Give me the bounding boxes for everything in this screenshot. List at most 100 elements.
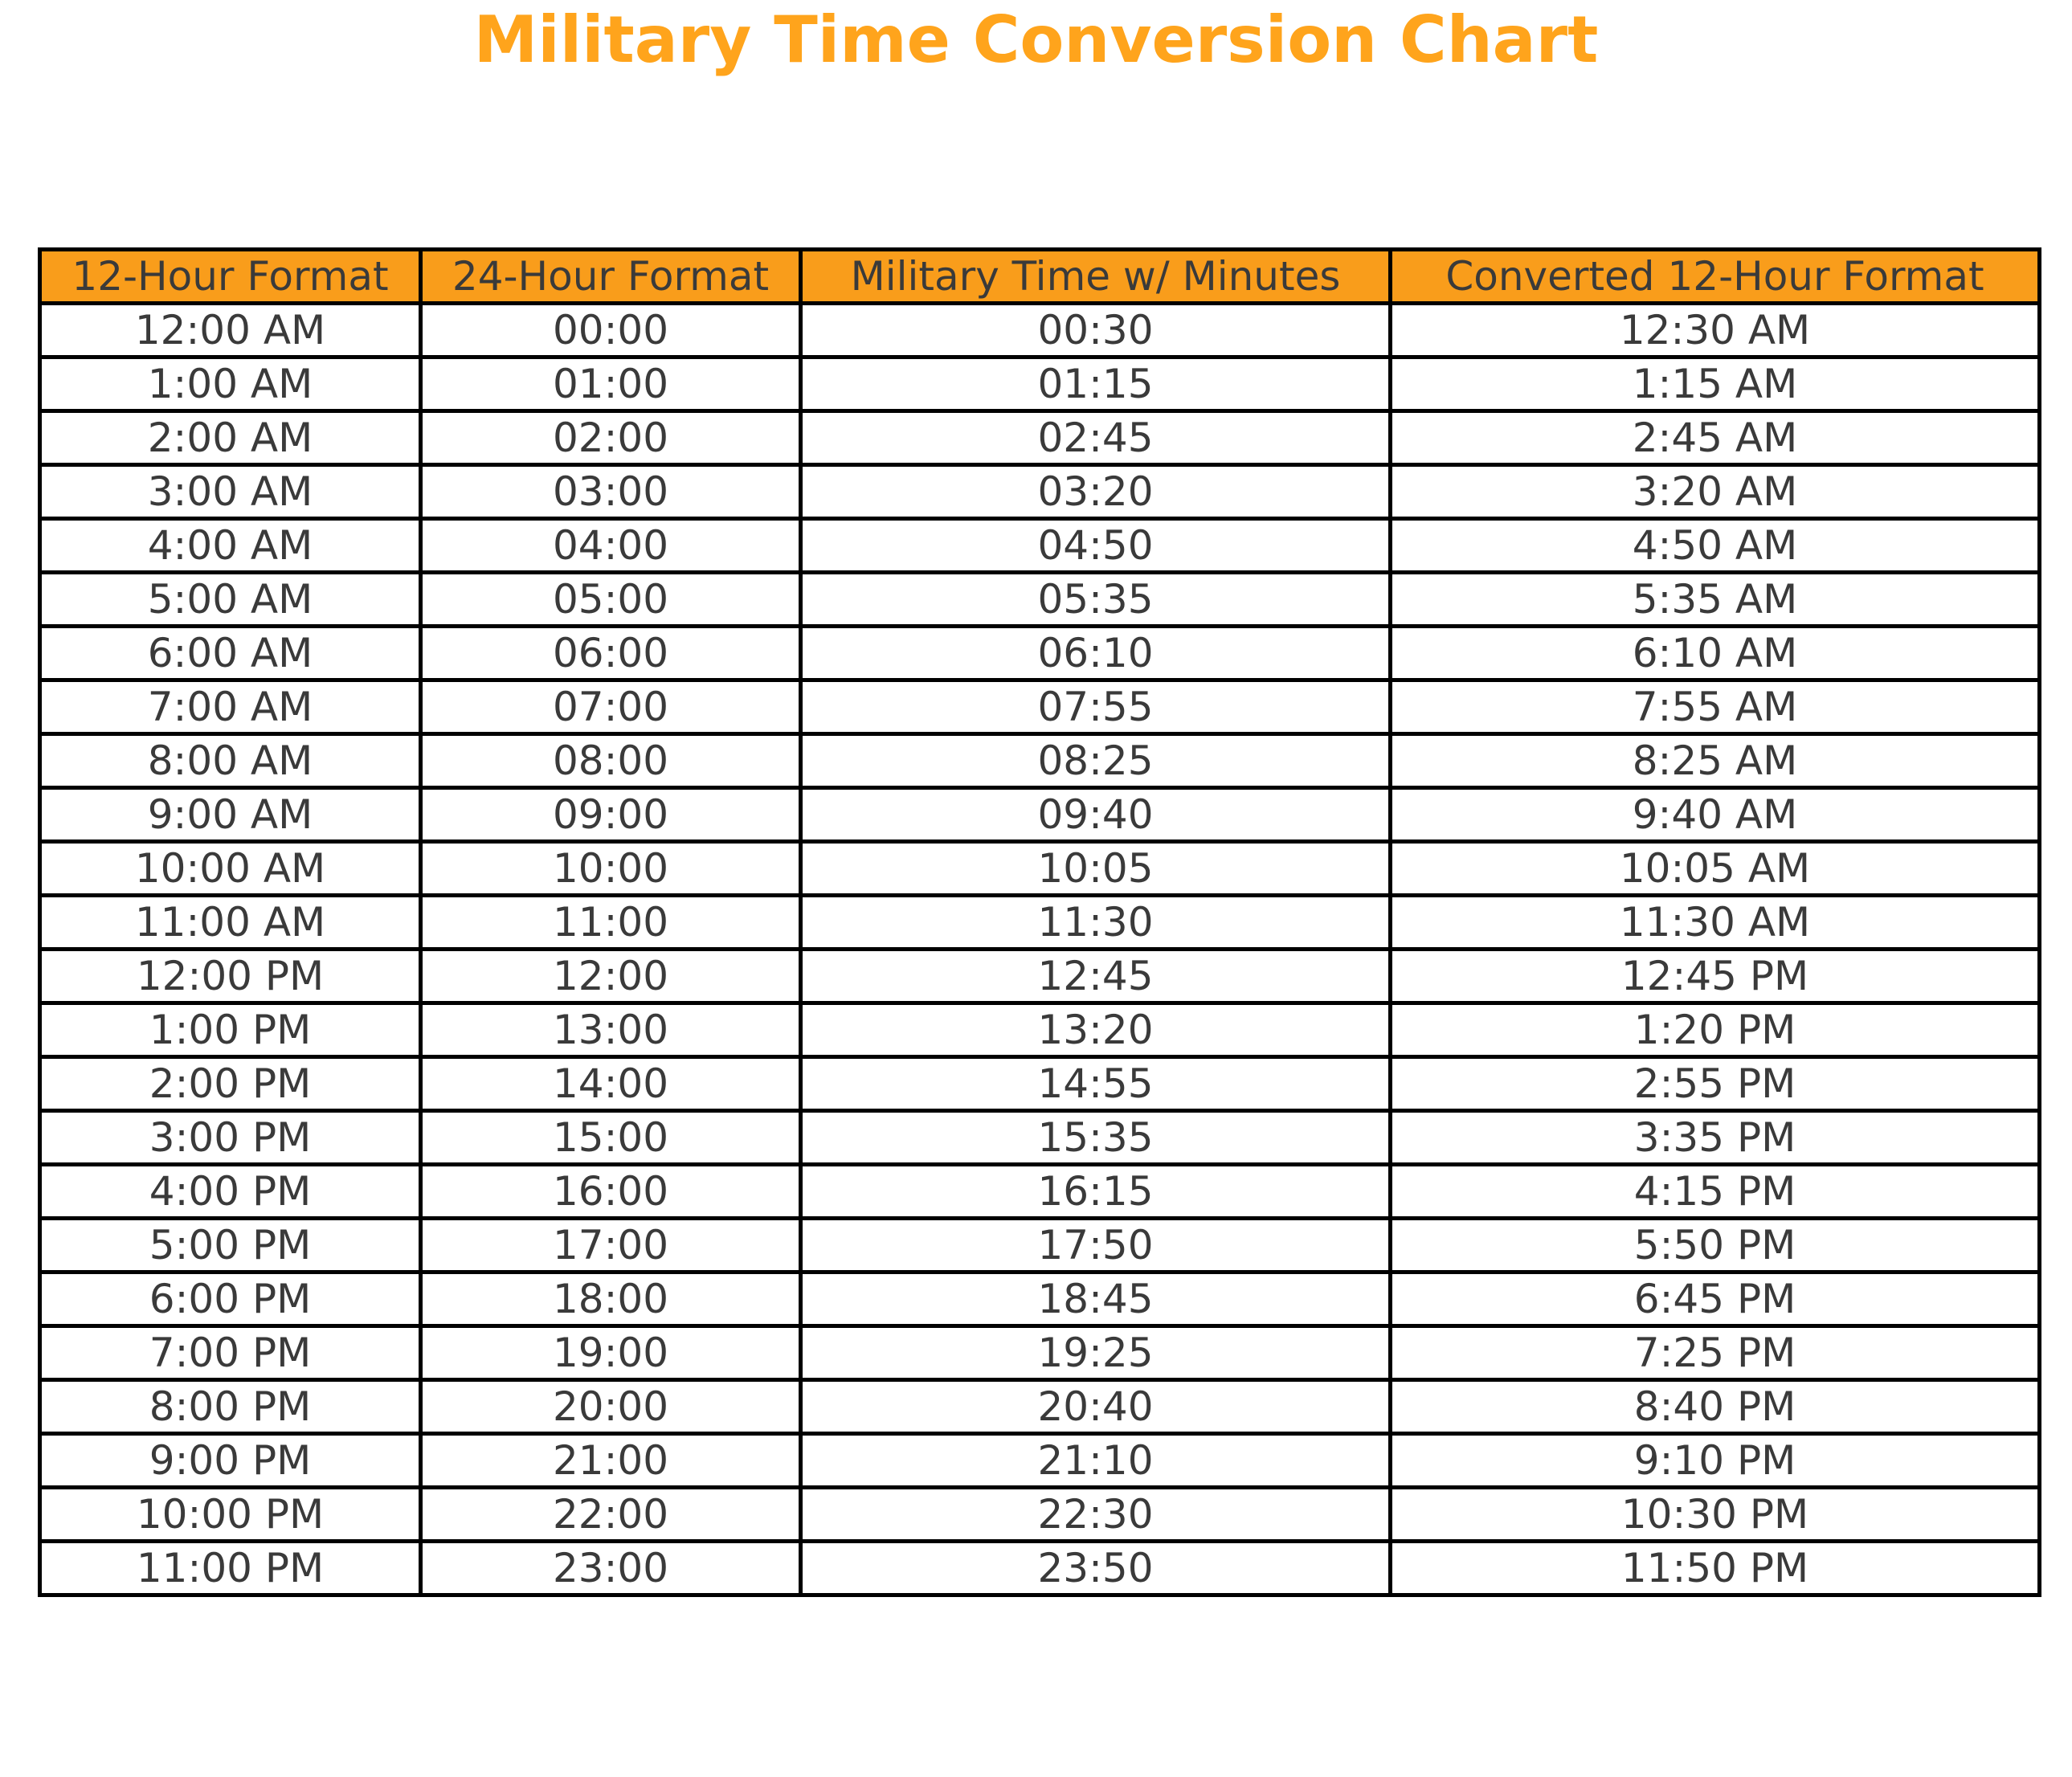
table-cell: 7:00 AM [38, 678, 423, 736]
table-cell: 10:05 [799, 839, 1392, 897]
table-cell: 9:10 PM [1388, 1432, 2041, 1489]
table-cell: 01:15 [799, 355, 1392, 413]
table-cell: 16:00 [419, 1162, 803, 1220]
column-header-converted-12-hour-format: Converted 12-Hour Format [1388, 247, 2041, 305]
column-header-24-hour-format: 24-Hour Format [419, 247, 803, 305]
table-cell: 08:00 [419, 732, 803, 790]
table-row: 9:00 AM 09:00 09:40 9:40 AM [38, 786, 2041, 844]
table-cell: 9:40 AM [1388, 786, 2041, 844]
table-cell: 20:00 [419, 1378, 803, 1436]
table-row: 5:00 AM 05:00 05:35 5:35 AM [38, 570, 2041, 628]
table-cell: 02:00 [419, 409, 803, 467]
table-cell: 8:00 AM [38, 732, 423, 790]
table-cell: 12:00 AM [38, 301, 423, 359]
table-cell: 03:00 [419, 463, 803, 521]
table-cell: 05:00 [419, 570, 803, 628]
table-cell: 3:00 AM [38, 463, 423, 521]
table-cell: 9:00 PM [38, 1432, 423, 1489]
table-cell: 2:55 PM [1388, 1055, 2041, 1113]
table-cell: 8:40 PM [1388, 1378, 2041, 1436]
column-header-military-time-minutes: Military Time w/ Minutes [799, 247, 1392, 305]
table-cell: 04:00 [419, 517, 803, 574]
table-body: 12:00 AM 00:00 00:30 12:30 AM 1:00 AM 01:00 01… [38, 301, 2041, 1597]
table-cell: 13:20 [799, 1001, 1392, 1059]
table-row: 6:00 PM 18:00 18:45 6:45 PM [38, 1270, 2041, 1328]
table-cell: 6:00 AM [38, 624, 423, 682]
table-cell: 9:00 AM [38, 786, 423, 844]
table-cell: 10:00 [419, 839, 803, 897]
table-cell: 23:00 [419, 1539, 803, 1597]
table-cell: 3:35 PM [1388, 1109, 2041, 1166]
table-cell: 7:55 AM [1388, 678, 2041, 736]
table-row: 2:00 AM 02:00 02:45 2:45 AM [38, 409, 2041, 467]
table-row: 10:00 AM 10:00 10:05 10:05 AM [38, 839, 2041, 897]
table-cell: 8:00 PM [38, 1378, 423, 1436]
table-cell: 10:00 AM [38, 839, 423, 897]
table-cell: 19:00 [419, 1324, 803, 1382]
table-cell: 5:00 AM [38, 570, 423, 628]
table-cell: 23:50 [799, 1539, 1392, 1597]
table-cell: 12:30 AM [1388, 301, 2041, 359]
table-cell: 1:15 AM [1388, 355, 2041, 413]
table-cell: 13:00 [419, 1001, 803, 1059]
table-row: 8:00 PM 20:00 20:40 8:40 PM [38, 1378, 2041, 1436]
table-cell: 12:00 [419, 947, 803, 1005]
table-cell: 4:00 AM [38, 517, 423, 574]
table-cell: 11:00 [419, 893, 803, 951]
table-cell: 07:00 [419, 678, 803, 736]
table-cell: 5:00 PM [38, 1216, 423, 1274]
table-cell: 05:35 [799, 570, 1392, 628]
table-row: 12:00 PM 12:00 12:45 12:45 PM [38, 947, 2041, 1005]
table-cell: 09:40 [799, 786, 1392, 844]
table-cell: 2:00 PM [38, 1055, 423, 1113]
table-cell: 4:00 PM [38, 1162, 423, 1220]
table-cell: 09:00 [419, 786, 803, 844]
table-cell: 8:25 AM [1388, 732, 2041, 790]
table-cell: 15:35 [799, 1109, 1392, 1166]
table-cell: 11:30 [799, 893, 1392, 951]
table-row: 4:00 PM 16:00 16:15 4:15 PM [38, 1162, 2041, 1220]
table-cell: 06:10 [799, 624, 1392, 682]
table-row: 7:00 AM 07:00 07:55 7:55 AM [38, 678, 2041, 736]
table-cell: 11:50 PM [1388, 1539, 2041, 1597]
table-row: 12:00 AM 00:00 00:30 12:30 AM [38, 301, 2041, 359]
table-row: 3:00 PM 15:00 15:35 3:35 PM [38, 1109, 2041, 1166]
table-row: 5:00 PM 17:00 17:50 5:50 PM [38, 1216, 2041, 1274]
table-cell: 1:00 PM [38, 1001, 423, 1059]
table-cell: 3:00 PM [38, 1109, 423, 1166]
table-cell: 4:15 PM [1388, 1162, 2041, 1220]
table-cell: 17:00 [419, 1216, 803, 1274]
table-header-row: 12-Hour Format 24-Hour Format Military T… [38, 247, 2041, 305]
table-cell: 02:45 [799, 409, 1392, 467]
table-cell: 12:45 PM [1388, 947, 2041, 1005]
table-cell: 12:00 PM [38, 947, 423, 1005]
table-cell: 1:20 PM [1388, 1001, 2041, 1059]
table-cell: 15:00 [419, 1109, 803, 1166]
table-cell: 08:25 [799, 732, 1392, 790]
table-cell: 22:00 [419, 1485, 803, 1543]
table-cell: 5:50 PM [1388, 1216, 2041, 1274]
table-cell: 03:20 [799, 463, 1392, 521]
table-cell: 6:10 AM [1388, 624, 2041, 682]
table-cell: 10:05 AM [1388, 839, 2041, 897]
table-row: 10:00 PM 22:00 22:30 10:30 PM [38, 1485, 2041, 1543]
table-row: 11:00 PM 23:00 23:50 11:50 PM [38, 1539, 2041, 1597]
table-row: 1:00 PM 13:00 13:20 1:20 PM [38, 1001, 2041, 1059]
table-cell: 04:50 [799, 517, 1392, 574]
table-cell: 19:25 [799, 1324, 1392, 1382]
table-cell: 3:20 AM [1388, 463, 2041, 521]
table-cell: 20:40 [799, 1378, 1392, 1436]
table-cell: 22:30 [799, 1485, 1392, 1543]
table-row: 3:00 AM 03:00 03:20 3:20 AM [38, 463, 2041, 521]
table-row: 4:00 AM 04:00 04:50 4:50 AM [38, 517, 2041, 574]
table-cell: 1:00 AM [38, 355, 423, 413]
table-row: 6:00 AM 06:00 06:10 6:10 AM [38, 624, 2041, 682]
table-cell: 14:55 [799, 1055, 1392, 1113]
conversion-table: 12-Hour Format 24-Hour Format Military T… [38, 247, 2041, 1597]
table-cell: 11:00 PM [38, 1539, 423, 1597]
table-cell: 6:45 PM [1388, 1270, 2041, 1328]
table-cell: 2:00 AM [38, 409, 423, 467]
table-cell: 17:50 [799, 1216, 1392, 1274]
table-cell: 10:00 PM [38, 1485, 423, 1543]
